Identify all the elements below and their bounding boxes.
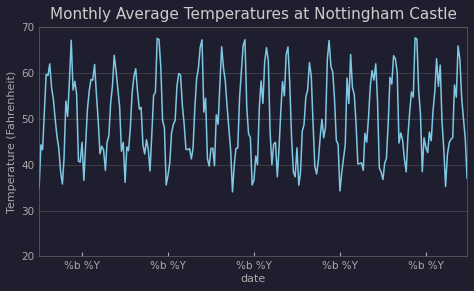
Title: Monthly Average Temperatures at Nottingham Castle: Monthly Average Temperatures at Nottingh… [50,7,456,22]
Y-axis label: Temperature (Fahrenheit): Temperature (Fahrenheit) [7,71,17,213]
X-axis label: date: date [240,274,266,284]
